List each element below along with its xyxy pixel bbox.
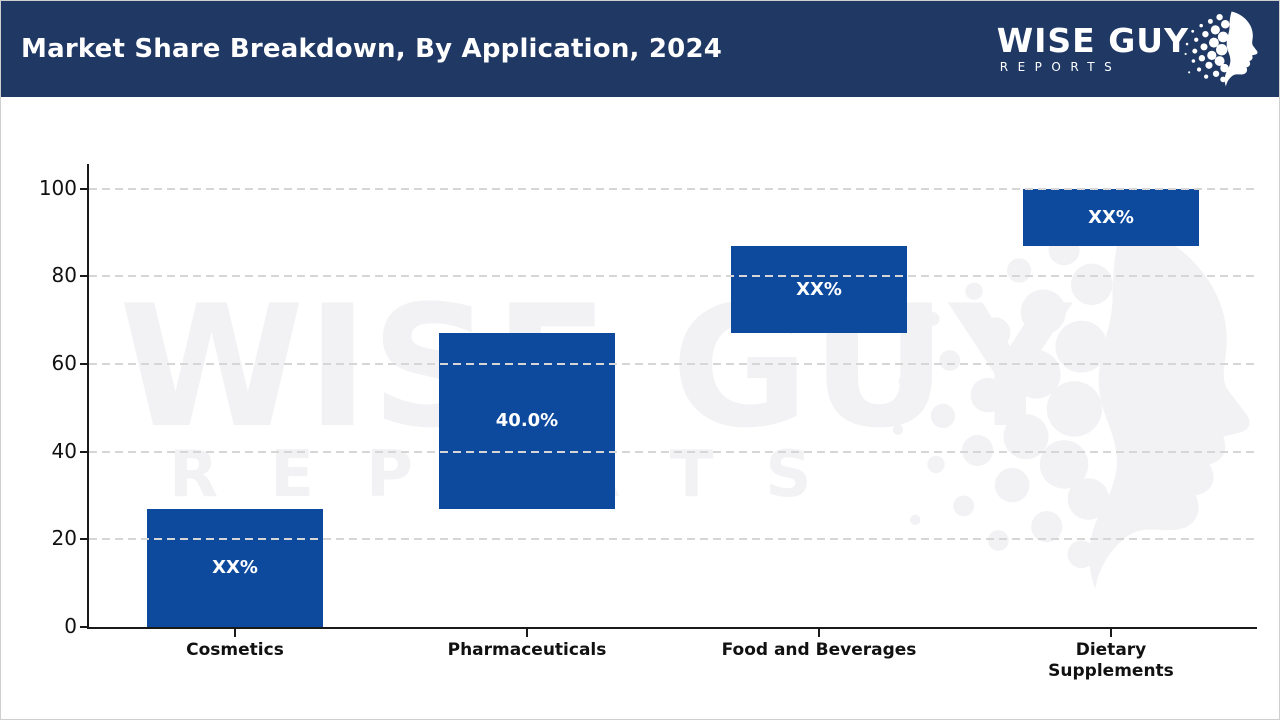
x-tick-mark [526,629,528,637]
y-tick-label: 80 [51,263,77,288]
wiseguy-face-icon [1184,11,1258,87]
y-tick-label: 20 [51,526,77,551]
header: Market Share Breakdown, By Application, … [1,1,1279,97]
y-tick-label: 60 [51,350,77,375]
logo-sub-text: REPORTS [999,60,1122,74]
x-tick-mark [234,629,236,637]
wiseguy-logo-text: WISE GUY REPORTS [997,24,1189,74]
x-tick-mark [1110,629,1112,637]
gridline [89,362,1257,365]
x-axis-spine [87,627,1257,629]
bar-food-and-beverages [731,245,907,334]
category-label: Cosmetics [186,640,284,660]
y-tick-mark [80,538,89,541]
category-label: Food and Beverages [721,640,917,660]
bar-value-label: XX% [212,557,258,579]
bar-value-label: XX% [1088,206,1134,228]
y-tick-mark [80,626,89,628]
bar-value-label: XX% [796,278,842,300]
bar-cosmetics [147,508,323,627]
y-tick-mark [80,187,89,190]
y-tick-mark [80,450,89,453]
bar-value-label: 40.0% [495,410,559,432]
wiseguy-logo: WISE GUY REPORTS [997,7,1267,91]
y-tick-label: 40 [51,438,77,463]
y-tick-label: 100 [38,175,77,200]
bar-pharmaceuticals [439,333,615,509]
gridline [89,450,1257,453]
x-tick-mark [818,629,820,637]
logo-brand-text: WISE GUY [996,21,1189,60]
category-label: Dietary Supplements [1048,640,1174,682]
page-title: Market Share Breakdown, By Application, … [21,34,723,64]
bar-dietary-supplements [1023,188,1199,246]
y-tick-mark [80,362,89,365]
gridline [89,538,1257,541]
y-axis-spine [87,164,89,629]
gridline [89,275,1257,278]
y-tick-label: 0 [64,614,77,638]
gridline [89,187,1257,190]
category-label: Pharmaceuticals [447,640,607,660]
y-tick-mark [80,275,89,278]
